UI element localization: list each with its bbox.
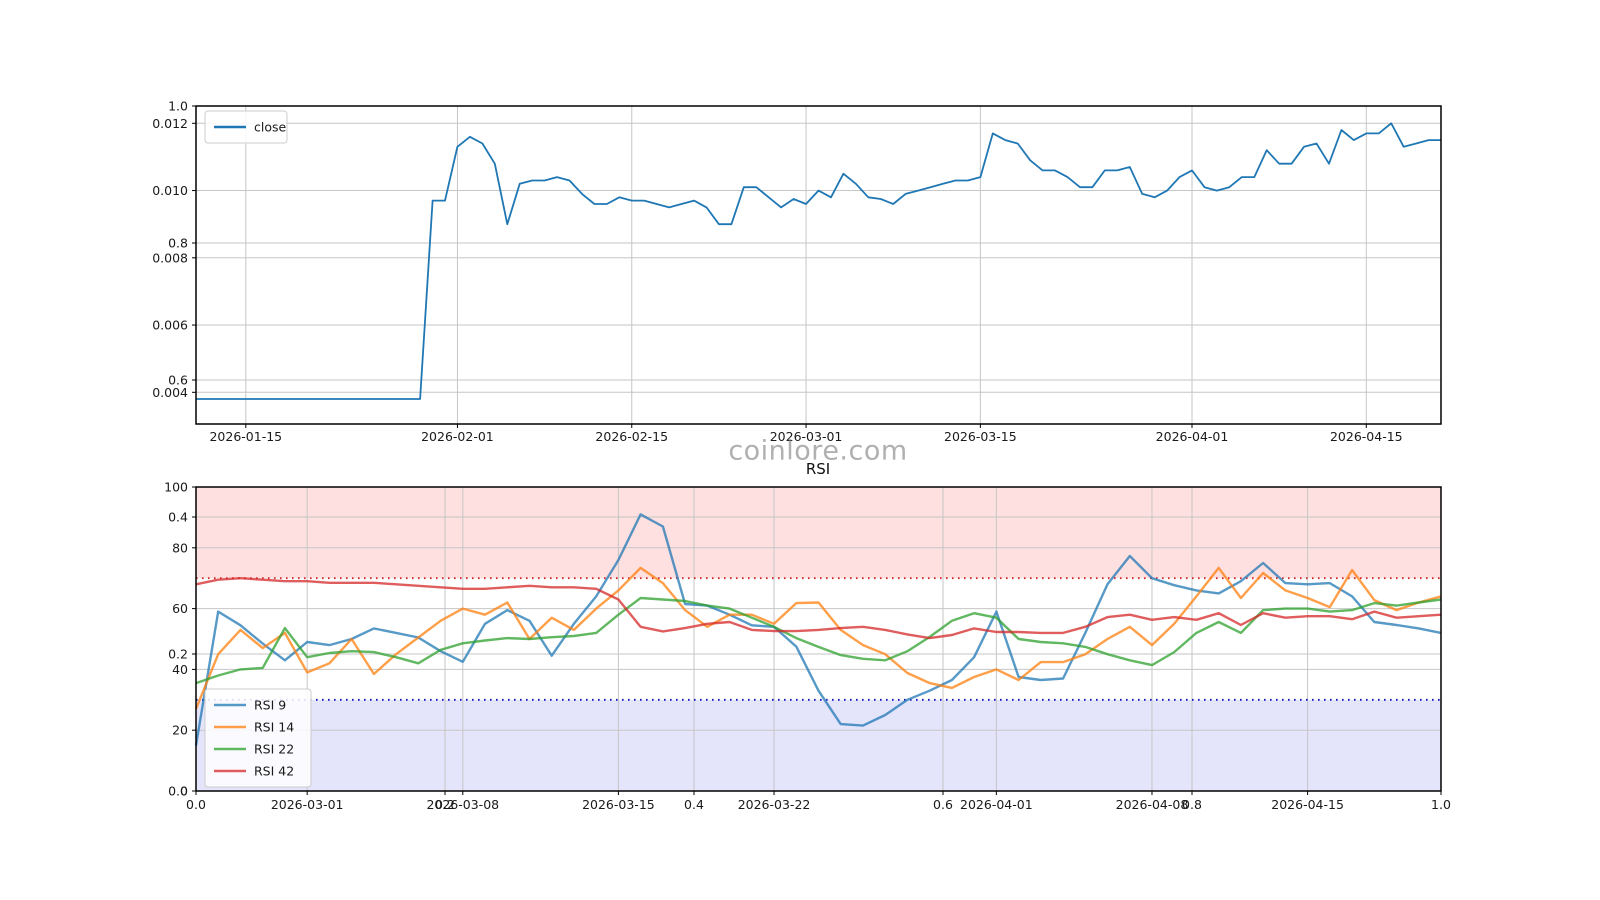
y-tick-label: 20 [172,723,188,738]
close-legend-label: close [254,120,287,135]
x-tick-label: 2026-04-15 [1330,429,1403,444]
overlay-x-tick-label: 0.4 [684,797,704,812]
overlay-y-tick-label: 0.8 [168,236,188,251]
rsi-legend-label: RSI 9 [254,698,286,713]
rsi-line-rsi-42 [195,577,1442,640]
rsi-legend-label: RSI 14 [254,720,294,735]
x-tick-label: 2026-04-15 [1271,797,1344,812]
x-tick-label: 2026-02-15 [595,429,668,444]
x-tick-label: 2026-04-01 [960,797,1033,812]
axes-spines [195,486,1442,792]
overlay-y-tick-label: 0.2 [168,647,188,662]
x-tick-label: 2026-03-15 [582,797,655,812]
overlay-x-tick-label: 1.0 [1431,797,1451,812]
overlay-x-tick-label: 0.2 [435,797,455,812]
y-tick-label: 0 [180,784,188,799]
overlay-y-tick-label: 1.0 [168,99,188,114]
close-line [196,122,1441,400]
y-tick-label: 0.010 [152,183,188,198]
y-tick-label: 0.006 [152,318,188,333]
rsi-legend-label: RSI 42 [254,764,294,779]
y-tick-label: 80 [172,540,188,555]
x-tick-label: 2026-03-08 [426,797,499,812]
axes-spines [195,105,1442,425]
x-tick-label: 2026-04-08 [1116,797,1189,812]
rsi-line-rsi-14 [194,566,1442,710]
overbought-zone [196,487,1441,579]
rsi-line-rsi-9 [194,513,1442,746]
overlay-x-tick-label: 0.0 [186,797,206,812]
x-tick-label: 2026-01-15 [209,429,282,444]
y-tick-label: 60 [172,601,188,616]
oversold-zone [196,699,1441,791]
y-tick-label: 40 [172,662,188,677]
x-tick-label: 2026-04-01 [1156,429,1229,444]
rsi-line-rsi-22 [195,596,1442,685]
overlay-y-tick-label: 0.4 [168,510,188,525]
rsi-legend-box [204,688,312,788]
rsi-panel-title: RSI [805,460,831,478]
x-tick-label: 2026-03-22 [738,797,811,812]
overlay-x-tick-label: 0.8 [1182,797,1202,812]
y-tick-label: 0.008 [152,250,188,265]
y-tick-label: 100 [164,480,188,495]
x-tick-label: 2026-03-01 [770,429,843,444]
overlay-x-tick-label: 0.6 [933,797,953,812]
x-tick-label: 2026-03-01 [271,797,344,812]
rsi-legend-label: RSI 22 [254,742,294,757]
overlay-y-tick-label: 0.0 [168,784,188,799]
x-tick-label: 2026-03-15 [944,429,1017,444]
overlay-y-tick-label: 0.6 [168,373,188,388]
y-tick-label: 0.012 [152,116,188,131]
x-tick-label: 2026-02-01 [421,429,494,444]
watermark: coinlore.com [728,435,908,467]
y-tick-label: 0.004 [152,385,188,400]
